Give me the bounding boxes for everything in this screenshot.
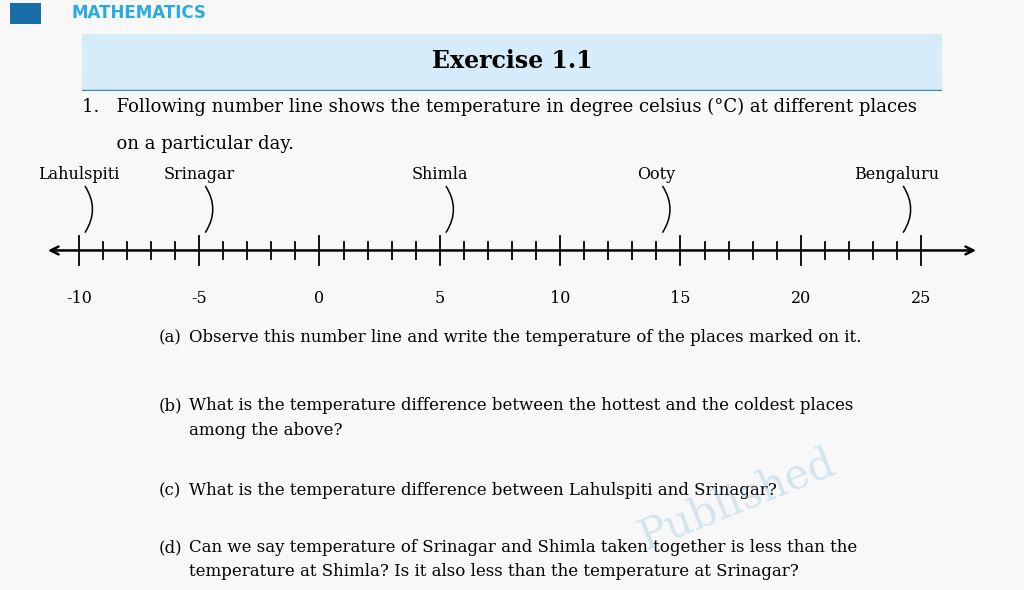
- Text: Shimla: Shimla: [412, 166, 468, 183]
- Text: (a): (a): [159, 329, 181, 346]
- Text: What is the temperature difference between the hottest and the coldest places
am: What is the temperature difference betwe…: [189, 398, 854, 438]
- Text: Srinagar: Srinagar: [164, 166, 234, 183]
- Text: Exercise 1.1: Exercise 1.1: [432, 50, 592, 73]
- Text: MATHEMATICS: MATHEMATICS: [72, 4, 207, 22]
- Text: on a particular day.: on a particular day.: [82, 135, 294, 153]
- Text: Can we say temperature of Srinagar and Shimla taken together is less than the
te: Can we say temperature of Srinagar and S…: [189, 539, 858, 580]
- Text: Published: Published: [633, 441, 842, 558]
- Text: Lahulspiti: Lahulspiti: [38, 166, 120, 183]
- Text: 10: 10: [550, 290, 570, 307]
- Text: 25: 25: [911, 290, 931, 307]
- Text: What is the temperature difference between Lahulspiti and Srinagar?: What is the temperature difference betwe…: [189, 483, 777, 499]
- Text: 1.   Following number line shows the temperature in degree celsius (°C) at diffe: 1. Following number line shows the tempe…: [82, 97, 916, 116]
- Text: 0: 0: [314, 290, 325, 307]
- Text: Bengaluru: Bengaluru: [854, 166, 940, 183]
- Bar: [10, 3, 41, 24]
- Text: (d): (d): [159, 539, 182, 556]
- Text: (c): (c): [159, 483, 181, 499]
- Text: -5: -5: [191, 290, 207, 307]
- Text: Observe this number line and write the temperature of the places marked on it.: Observe this number line and write the t…: [189, 329, 862, 346]
- Text: 15: 15: [670, 290, 691, 307]
- Text: Ooty: Ooty: [637, 166, 676, 183]
- Text: 5: 5: [434, 290, 445, 307]
- Text: 20: 20: [791, 290, 811, 307]
- Text: (b): (b): [159, 398, 182, 414]
- Text: -10: -10: [66, 290, 92, 307]
